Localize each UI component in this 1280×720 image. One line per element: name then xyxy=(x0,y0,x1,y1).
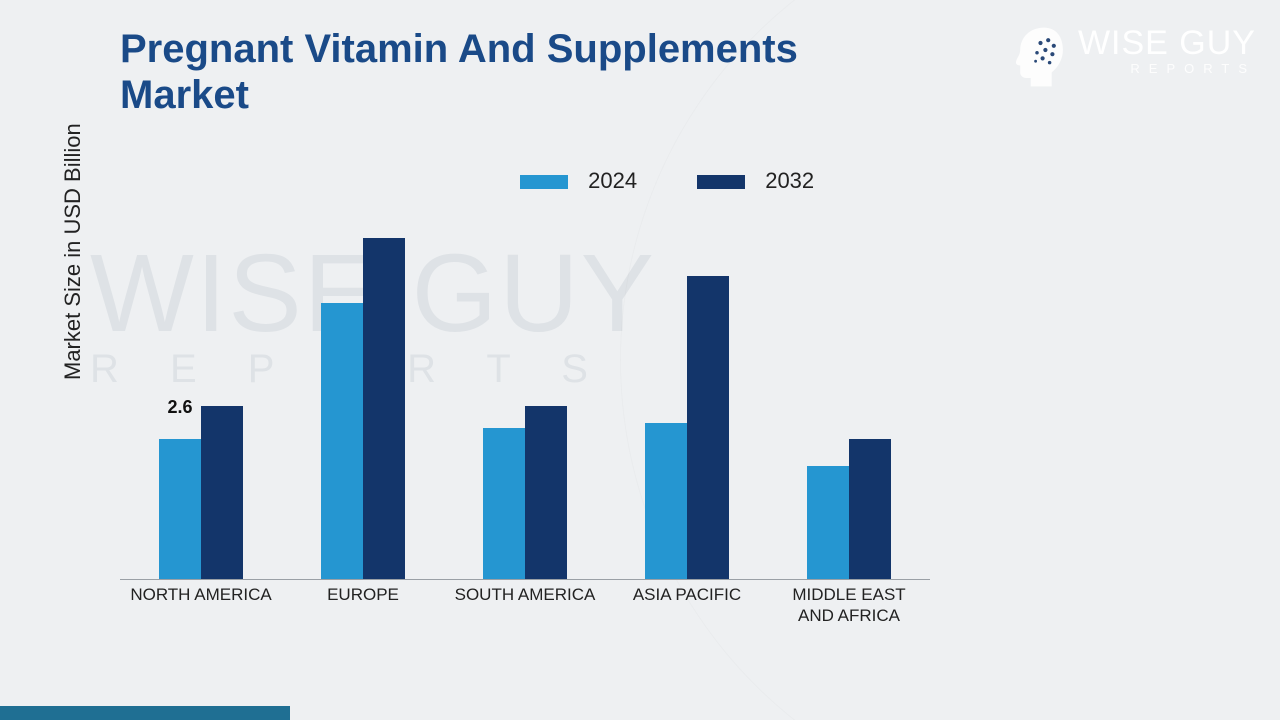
bar xyxy=(807,466,849,580)
y-axis-label: Market Size in USD Billion xyxy=(60,123,86,380)
brand-main-text: WISE GUY xyxy=(1078,24,1256,63)
chart-title: Pregnant Vitamin And Supplements Market xyxy=(120,26,860,118)
bar-groups xyxy=(120,200,930,580)
category-label: MIDDLE EAST AND AFRICA xyxy=(768,584,930,627)
chart-plot-area: 2.6 xyxy=(120,200,930,580)
bar-group xyxy=(444,200,606,580)
legend-label-2024: 2024 xyxy=(588,168,637,193)
bar xyxy=(321,303,363,580)
bar-group xyxy=(282,200,444,580)
brand-sub-text: REPORTS xyxy=(1078,61,1256,76)
bar xyxy=(201,406,243,580)
bar xyxy=(645,423,687,580)
bar xyxy=(525,406,567,580)
bar-group xyxy=(768,200,930,580)
bar xyxy=(483,428,525,580)
footer-accent-bar xyxy=(0,706,290,720)
category-label: EUROPE xyxy=(282,584,444,627)
stage: WISE GUY REPORTS Pregnant Vitamin And Su… xyxy=(0,0,1280,720)
brand-block: WISE GUY REPORTS xyxy=(1078,24,1256,76)
legend-label-2032: 2032 xyxy=(765,168,814,193)
bar xyxy=(363,238,405,580)
bar xyxy=(687,276,729,580)
bar-group xyxy=(120,200,282,580)
legend-swatch-2032 xyxy=(697,175,745,189)
category-label: NORTH AMERICA xyxy=(120,584,282,627)
x-axis-baseline xyxy=(120,579,930,580)
brand-head-icon xyxy=(1002,22,1072,92)
legend-swatch-2024 xyxy=(520,175,568,189)
category-label: SOUTH AMERICA xyxy=(444,584,606,627)
bar xyxy=(849,439,891,580)
bar-group xyxy=(606,200,768,580)
bar-value-label: 2.6 xyxy=(167,397,192,418)
legend-item-2024: 2024 xyxy=(520,168,637,194)
bar xyxy=(159,439,201,580)
category-labels-row: NORTH AMERICAEUROPESOUTH AMERICAASIA PAC… xyxy=(120,584,930,627)
category-label: ASIA PACIFIC xyxy=(606,584,768,627)
legend-item-2032: 2032 xyxy=(697,168,814,194)
legend: 2024 2032 xyxy=(520,168,814,194)
